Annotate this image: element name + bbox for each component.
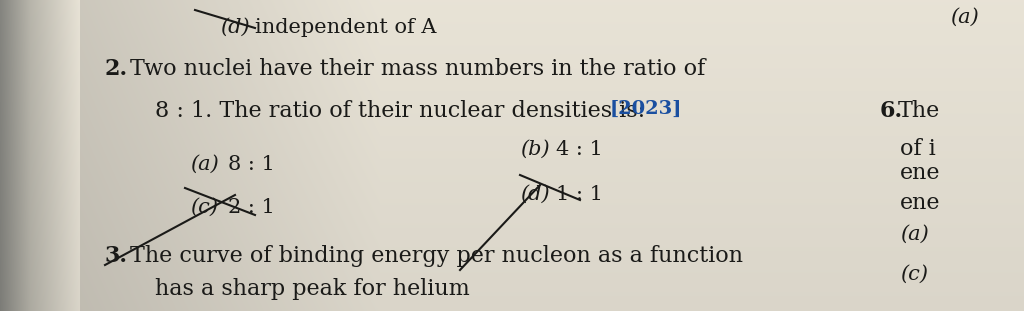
Text: (c): (c) [190,198,218,217]
Text: (d): (d) [220,18,250,37]
Text: independent of A: independent of A [255,18,436,37]
Text: (b): (b) [520,140,550,159]
Text: 6.: 6. [880,100,903,122]
Text: has a sharp peak for helium: has a sharp peak for helium [155,278,470,300]
Text: of i: of i [900,138,936,160]
Text: (d): (d) [520,185,550,204]
Text: 3.: 3. [105,245,128,267]
Text: (a): (a) [950,8,979,27]
Text: 1 : 1: 1 : 1 [556,185,603,204]
Text: 4 : 1: 4 : 1 [556,140,603,159]
Text: The: The [898,100,940,122]
Text: 2.: 2. [105,58,128,80]
Text: 8 : 1: 8 : 1 [228,155,274,174]
Text: 2 : 1: 2 : 1 [228,198,274,217]
Text: [2023]: [2023] [610,100,683,118]
Text: (a): (a) [190,155,219,174]
Text: The curve of binding energy per nucleon as a function: The curve of binding energy per nucleon … [130,245,743,267]
Text: (c): (c) [900,265,928,284]
Text: (a): (a) [900,225,929,244]
Text: ene: ene [900,192,940,214]
Text: 8 : 1. The ratio of their nuclear densities is:: 8 : 1. The ratio of their nuclear densit… [155,100,645,122]
Text: Two nuclei have their mass numbers in the ratio of: Two nuclei have their mass numbers in th… [130,58,706,80]
Text: ene: ene [900,162,940,184]
